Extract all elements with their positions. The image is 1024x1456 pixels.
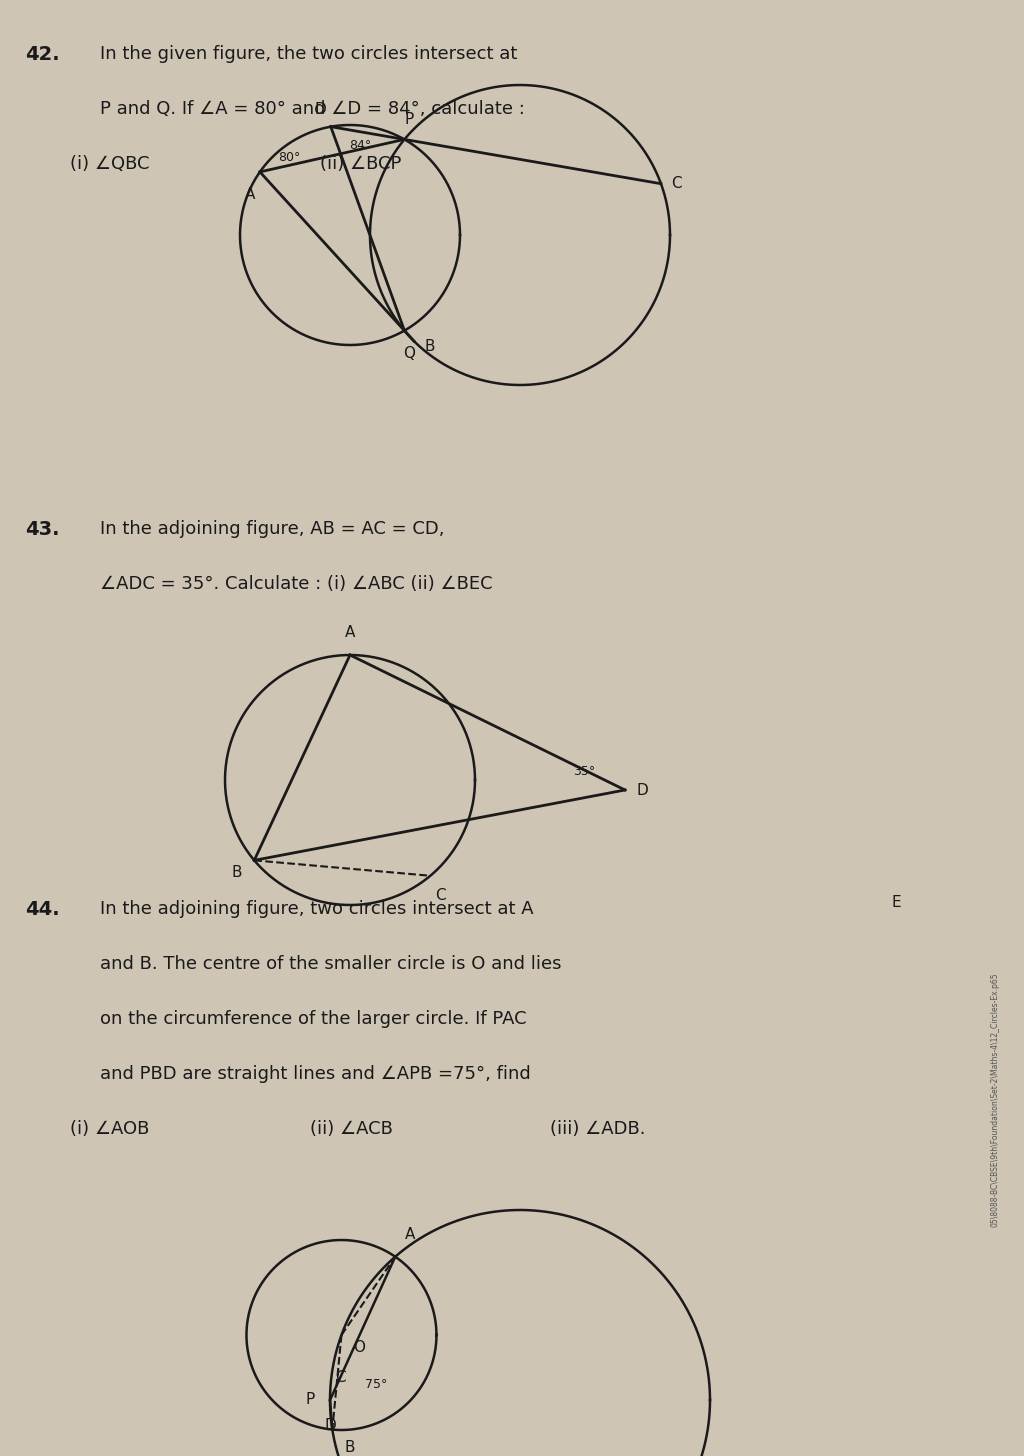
Text: on the circumference of the larger circle. If PAC: on the circumference of the larger circl… bbox=[100, 1010, 526, 1028]
Text: P: P bbox=[404, 112, 414, 128]
Text: 80°: 80° bbox=[278, 151, 300, 165]
Text: Q: Q bbox=[403, 345, 416, 361]
Text: D: D bbox=[325, 1418, 336, 1433]
Text: A: A bbox=[406, 1227, 416, 1242]
Text: In the adjoining figure, two circles intersect at A: In the adjoining figure, two circles int… bbox=[100, 900, 534, 917]
Text: A: A bbox=[345, 625, 355, 641]
Text: P: P bbox=[306, 1392, 315, 1408]
Text: 84°: 84° bbox=[349, 138, 371, 151]
Text: 05\8088-BC\CBSE\9th\Foundation\Set-2\Maths-4\12_Circles-Ex.p65: 05\8088-BC\CBSE\9th\Foundation\Set-2\Mat… bbox=[990, 973, 999, 1227]
Text: P and Q. If ∠A = 80° and ∠D = 84°, calculate :: P and Q. If ∠A = 80° and ∠D = 84°, calcu… bbox=[100, 100, 525, 118]
Text: C: C bbox=[435, 888, 446, 903]
Text: (iii) ∠ADB.: (iii) ∠ADB. bbox=[550, 1120, 645, 1139]
Text: 43.: 43. bbox=[25, 520, 59, 539]
Text: In the adjoining figure, AB = AC = CD,: In the adjoining figure, AB = AC = CD, bbox=[100, 520, 444, 539]
Text: 42.: 42. bbox=[25, 45, 59, 64]
Text: (ii) ∠BCP: (ii) ∠BCP bbox=[319, 154, 401, 173]
Text: E: E bbox=[892, 895, 901, 910]
Text: B: B bbox=[424, 339, 434, 354]
Text: (i) ∠AOB: (i) ∠AOB bbox=[70, 1120, 150, 1139]
Text: 44.: 44. bbox=[25, 900, 59, 919]
Text: (ii) ∠ACB: (ii) ∠ACB bbox=[310, 1120, 393, 1139]
Text: and B. The centre of the smaller circle is O and lies: and B. The centre of the smaller circle … bbox=[100, 955, 561, 973]
Text: C: C bbox=[335, 1370, 345, 1385]
Text: and PBD are straight lines and ∠APB =75°, find: and PBD are straight lines and ∠APB =75°… bbox=[100, 1064, 530, 1083]
Text: 35°: 35° bbox=[572, 764, 595, 778]
Text: B: B bbox=[231, 865, 243, 881]
Text: 75°: 75° bbox=[365, 1379, 387, 1392]
Text: A: A bbox=[245, 186, 255, 202]
Text: C: C bbox=[671, 176, 682, 191]
Text: In the given figure, the two circles intersect at: In the given figure, the two circles int… bbox=[100, 45, 517, 63]
Text: D: D bbox=[314, 102, 326, 116]
Text: ∠ADC = 35°. Calculate : (i) ∠ABC (ii) ∠BEC: ∠ADC = 35°. Calculate : (i) ∠ABC (ii) ∠B… bbox=[100, 575, 493, 593]
Text: (i) ∠QBC: (i) ∠QBC bbox=[70, 154, 150, 173]
Text: B: B bbox=[344, 1440, 354, 1455]
Text: O: O bbox=[353, 1340, 366, 1356]
Text: D: D bbox=[637, 782, 649, 798]
